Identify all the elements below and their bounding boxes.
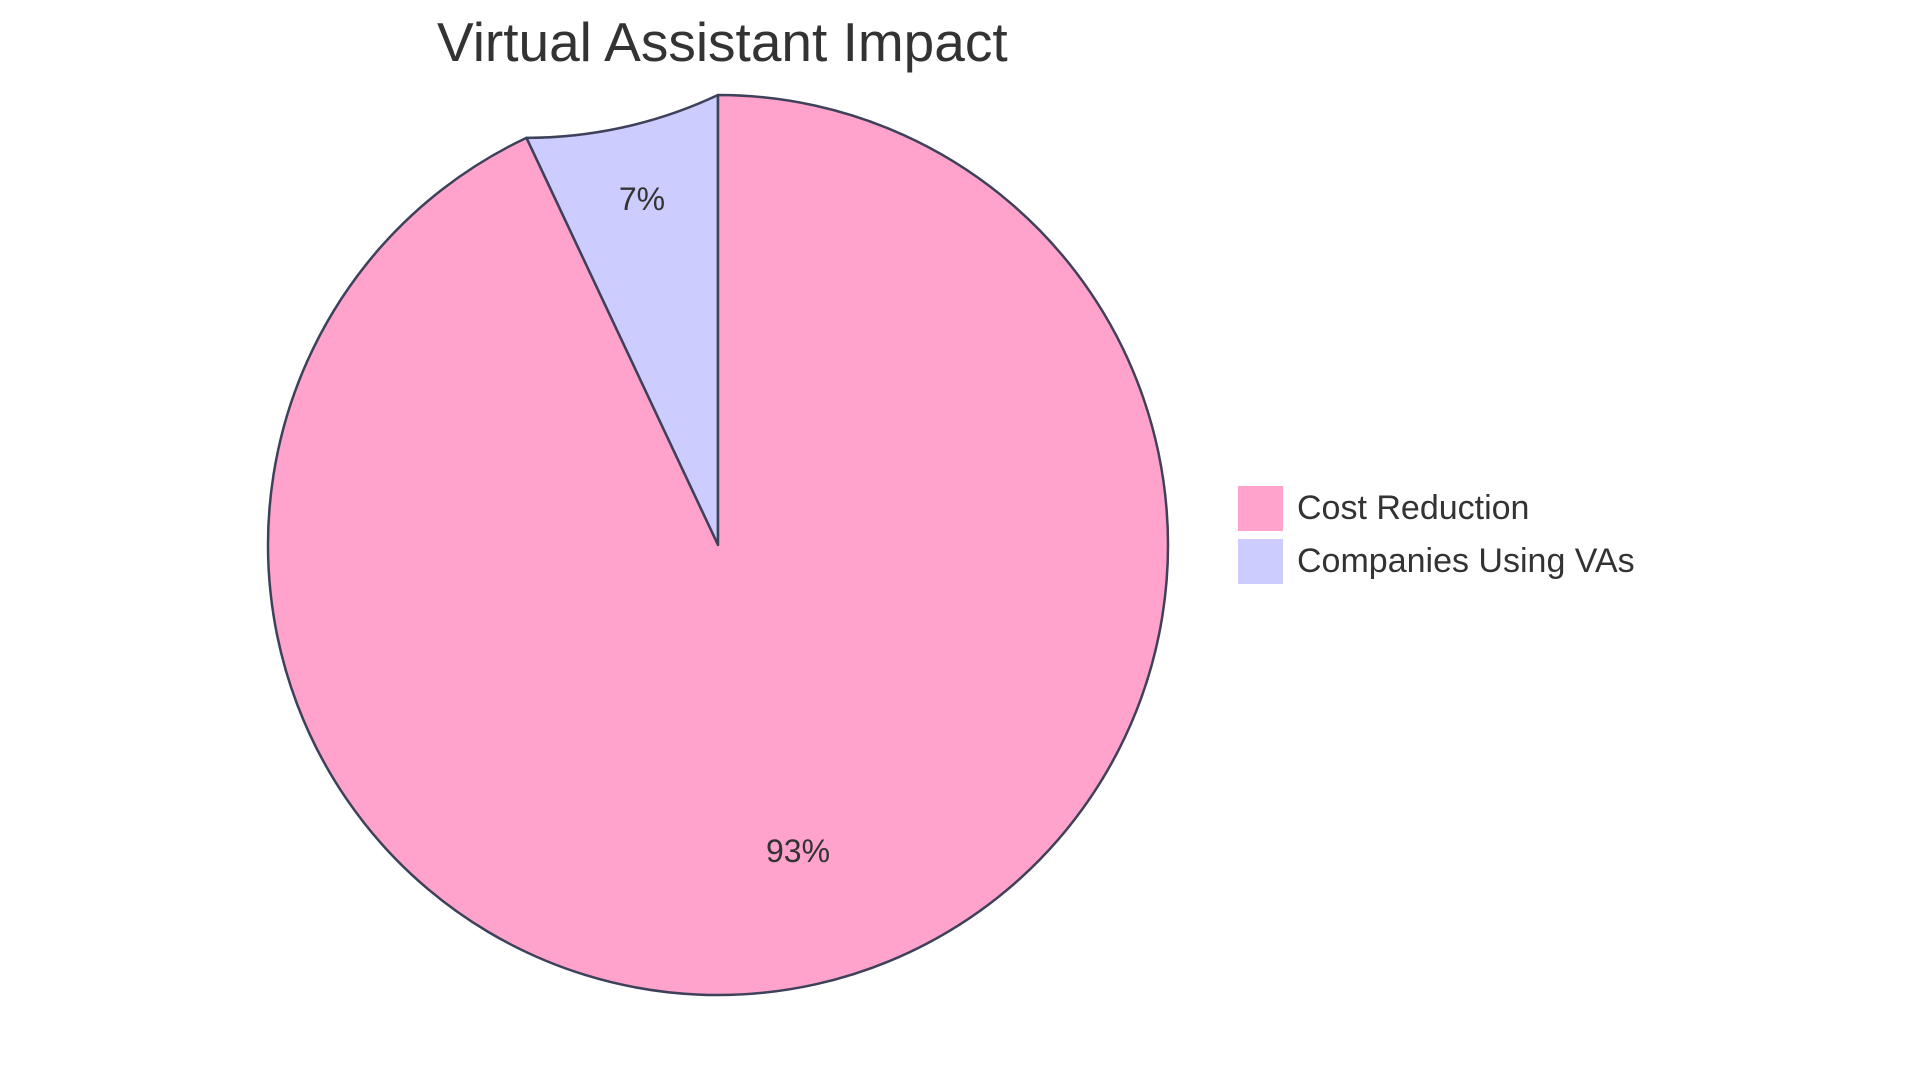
svg-text:93%: 93% xyxy=(766,833,830,869)
svg-text:7%: 7% xyxy=(619,181,665,217)
